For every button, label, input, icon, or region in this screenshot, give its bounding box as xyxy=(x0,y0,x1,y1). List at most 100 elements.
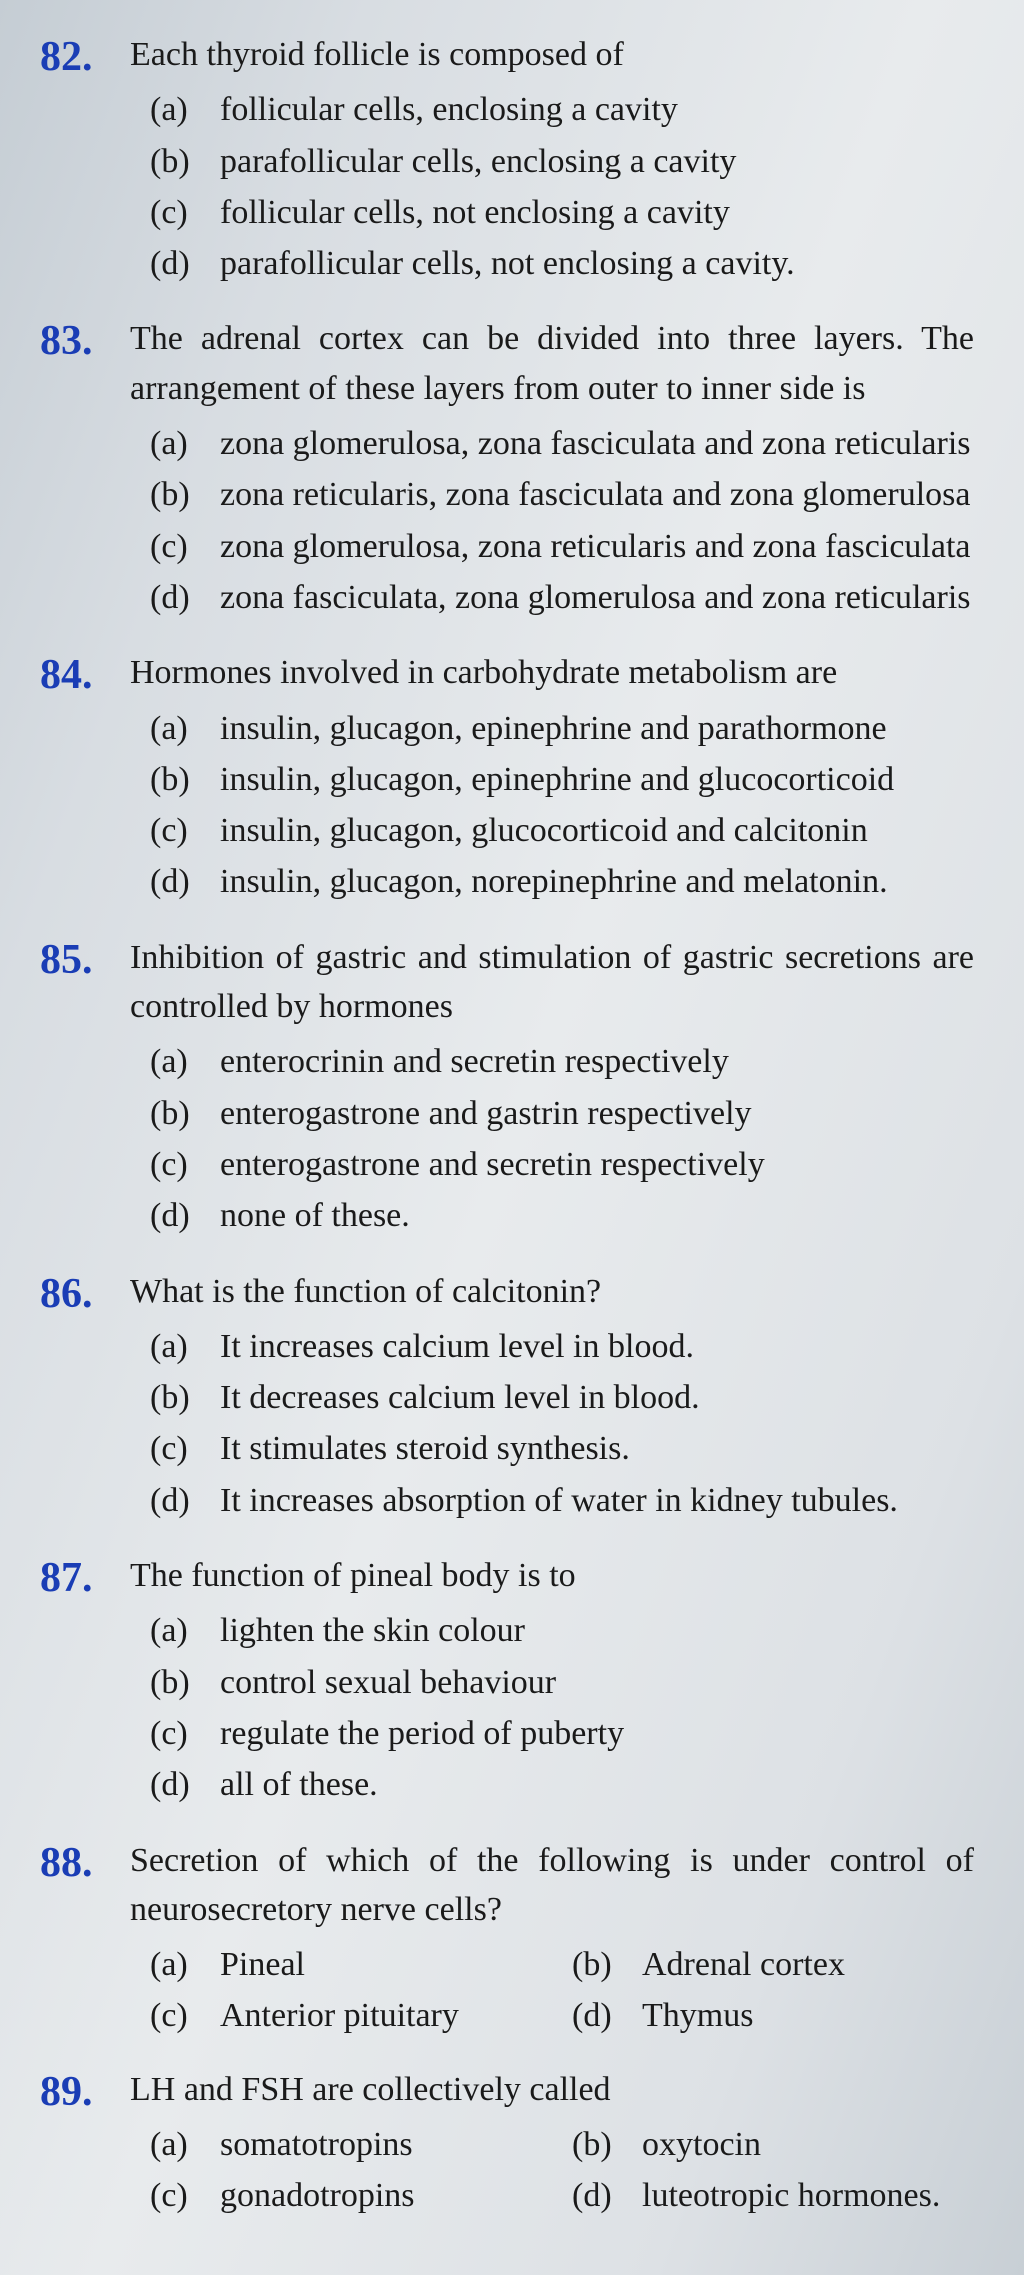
option-text: somatotropins xyxy=(220,2120,552,2169)
question-list: 82Each thyroid follicle is composed of(a… xyxy=(40,30,974,2221)
option-label: (a) xyxy=(150,704,220,753)
question-block: 82Each thyroid follicle is composed of(a… xyxy=(40,30,974,290)
question-row: 85Inhibition of gastric and stimulation … xyxy=(40,933,974,1243)
option-text: oxytocin xyxy=(642,2120,974,2169)
option-text: gonadotropins xyxy=(220,2171,552,2220)
option-label: (b) xyxy=(150,137,220,186)
option: (b)enterogastrone and gastrin respective… xyxy=(150,1089,974,1138)
option: (c)It stimulates steroid synthesis. xyxy=(150,1424,974,1473)
option-text: luteotropic hormones. xyxy=(642,2171,974,2220)
question-text: What is the function of calcitonin? xyxy=(130,1267,974,1316)
option: (a)insulin, glucagon, epinephrine and pa… xyxy=(150,704,974,753)
question-row: 89LH and FSH are collectively called(a)s… xyxy=(40,2065,974,2221)
options-list: (a)zona glomerulosa, zona fasciculata an… xyxy=(130,419,974,622)
option-label: (d) xyxy=(150,239,220,288)
option-label: (b) xyxy=(150,1658,220,1707)
question-text: The function of pineal body is to xyxy=(130,1551,974,1600)
option-text: all of these. xyxy=(220,1760,974,1809)
option-label: (c) xyxy=(150,2171,220,2220)
question-number-handwritten: 88 xyxy=(40,1836,130,1884)
question-content: LH and FSH are collectively called(a)som… xyxy=(130,2065,974,2221)
question-number-handwritten: 85 xyxy=(40,933,130,981)
question-content: What is the function of calcitonin?(a)It… xyxy=(130,1267,974,1527)
question-content: Secretion of which of the following is u… xyxy=(130,1836,974,2041)
question-text: Hormones involved in carbohydrate metabo… xyxy=(130,648,974,697)
option-label: (c) xyxy=(150,806,220,855)
question-text: Inhibition of gastric and stimulation of… xyxy=(130,933,974,1032)
option-label: (c) xyxy=(150,1140,220,1189)
question-block: 86What is the function of calcitonin? (a)… xyxy=(40,1267,974,1527)
question-row: 83The adrenal cortex can be divided into… xyxy=(40,314,974,624)
option-text: Adrenal cortex xyxy=(642,1940,974,1989)
options-list: (a)enterocrinin and secretin respectivel… xyxy=(130,1037,974,1240)
option: (b)control sexual behaviour xyxy=(150,1658,974,1707)
question-row: 82Each thyroid follicle is composed of(a… xyxy=(40,30,974,290)
option: (c)Anterior pituitary xyxy=(150,1991,552,2040)
question-number-handwritten: 83 xyxy=(40,314,130,362)
question-number-handwritten: 89 xyxy=(40,2065,130,2113)
options-list: (a)lighten the skin colour(b)control sex… xyxy=(130,1606,974,1809)
option-text: Anterior pituitary xyxy=(220,1991,552,2040)
option-text: parafollicular cells, not enclosing a ca… xyxy=(220,239,974,288)
question-row: 86What is the function of calcitonin? (a)… xyxy=(40,1267,974,1527)
option-text: insulin, glucagon, glucocorticoid and ca… xyxy=(220,806,974,855)
option-text: Pineal xyxy=(220,1940,552,1989)
option: (c)zona glomerulosa, zona reticularis an… xyxy=(150,522,974,571)
option: (a)It increases calcium level in blood. xyxy=(150,1322,974,1371)
question-number-handwritten: 84 xyxy=(40,648,130,696)
option: (a)enterocrinin and secretin respectivel… xyxy=(150,1037,974,1086)
option: (b)parafollicular cells, enclosing a cav… xyxy=(150,137,974,186)
question-number-handwritten: 87 xyxy=(40,1551,130,1599)
option-label: (c) xyxy=(150,1424,220,1473)
option-text: enterocrinin and secretin respectively xyxy=(220,1037,974,1086)
options-list: (a)follicular cells, enclosing a cavity(… xyxy=(130,85,974,288)
option-text: insulin, glucagon, norepinephrine and me… xyxy=(220,857,974,906)
question-number-handwritten: 86 xyxy=(40,1267,130,1315)
option: (b)It decreases calcium level in blood. xyxy=(150,1373,974,1422)
question-block: 84Hormones involved in carbohydrate meta… xyxy=(40,648,974,908)
option: (a)follicular cells, enclosing a cavity xyxy=(150,85,974,134)
question-content: The adrenal cortex can be divided into t… xyxy=(130,314,974,624)
option-label: (b) xyxy=(150,470,220,519)
option-text: It stimulates steroid synthesis. xyxy=(220,1424,974,1473)
option: (d)all of these. xyxy=(150,1760,974,1809)
option-label: (a) xyxy=(150,2120,220,2169)
option-text: parafollicular cells, enclosing a cavity xyxy=(220,137,974,186)
option-label: (b) xyxy=(572,2120,642,2169)
option-text: regulate the period of puberty xyxy=(220,1709,974,1758)
options-list: (a)It increases calcium level in blood.(… xyxy=(130,1322,974,1525)
option-label: (c) xyxy=(150,188,220,237)
options-list: (a)Pineal (b)Adrenal cortex (c)Anterior pi… xyxy=(130,1940,974,2041)
option-label: (a) xyxy=(150,1940,220,1989)
question-block: 89LH and FSH are collectively called(a)s… xyxy=(40,2065,974,2221)
option-label: (b) xyxy=(150,755,220,804)
option-label: (b) xyxy=(150,1089,220,1138)
question-block: 83The adrenal cortex can be divided into… xyxy=(40,314,974,624)
option-text: zona fasciculata, zona glomerulosa and z… xyxy=(220,573,974,622)
option: (b)zona reticularis, zona fasciculata an… xyxy=(150,470,974,519)
option-label: (c) xyxy=(150,1991,220,2040)
option-text: zona glomerulosa, zona reticularis and z… xyxy=(220,522,974,571)
question-text: Secretion of which of the following is u… xyxy=(130,1836,974,1935)
question-row: 87The function of pineal body is to (a)li… xyxy=(40,1551,974,1811)
option-text: insulin, glucagon, epinephrine and parat… xyxy=(220,704,974,753)
option-text: follicular cells, enclosing a cavity xyxy=(220,85,974,134)
option: (d)luteotropic hormones. xyxy=(572,2171,974,2220)
question-block: 88Secretion of which of the following is… xyxy=(40,1836,974,2041)
question-block: 85Inhibition of gastric and stimulation … xyxy=(40,933,974,1243)
option-label: (a) xyxy=(150,1606,220,1655)
option: (c)regulate the period of puberty xyxy=(150,1709,974,1758)
options-list: (a)insulin, glucagon, epinephrine and pa… xyxy=(130,704,974,907)
option: (a)zona glomerulosa, zona fasciculata an… xyxy=(150,419,974,468)
question-row: 84Hormones involved in carbohydrate meta… xyxy=(40,648,974,908)
question-content: The function of pineal body is to (a)ligh… xyxy=(130,1551,974,1811)
option: (a)somatotropins xyxy=(150,2120,552,2169)
option-label: (d) xyxy=(150,1191,220,1240)
option: (d)parafollicular cells, not enclosing a… xyxy=(150,239,974,288)
option-text: zona reticularis, zona fasciculata and z… xyxy=(220,470,974,519)
option-label: (c) xyxy=(150,522,220,571)
option-label: (a) xyxy=(150,1322,220,1371)
option: (b)Adrenal cortex xyxy=(572,1940,974,1989)
option: (c)follicular cells, not enclosing a cav… xyxy=(150,188,974,237)
question-content: Inhibition of gastric and stimulation of… xyxy=(130,933,974,1243)
